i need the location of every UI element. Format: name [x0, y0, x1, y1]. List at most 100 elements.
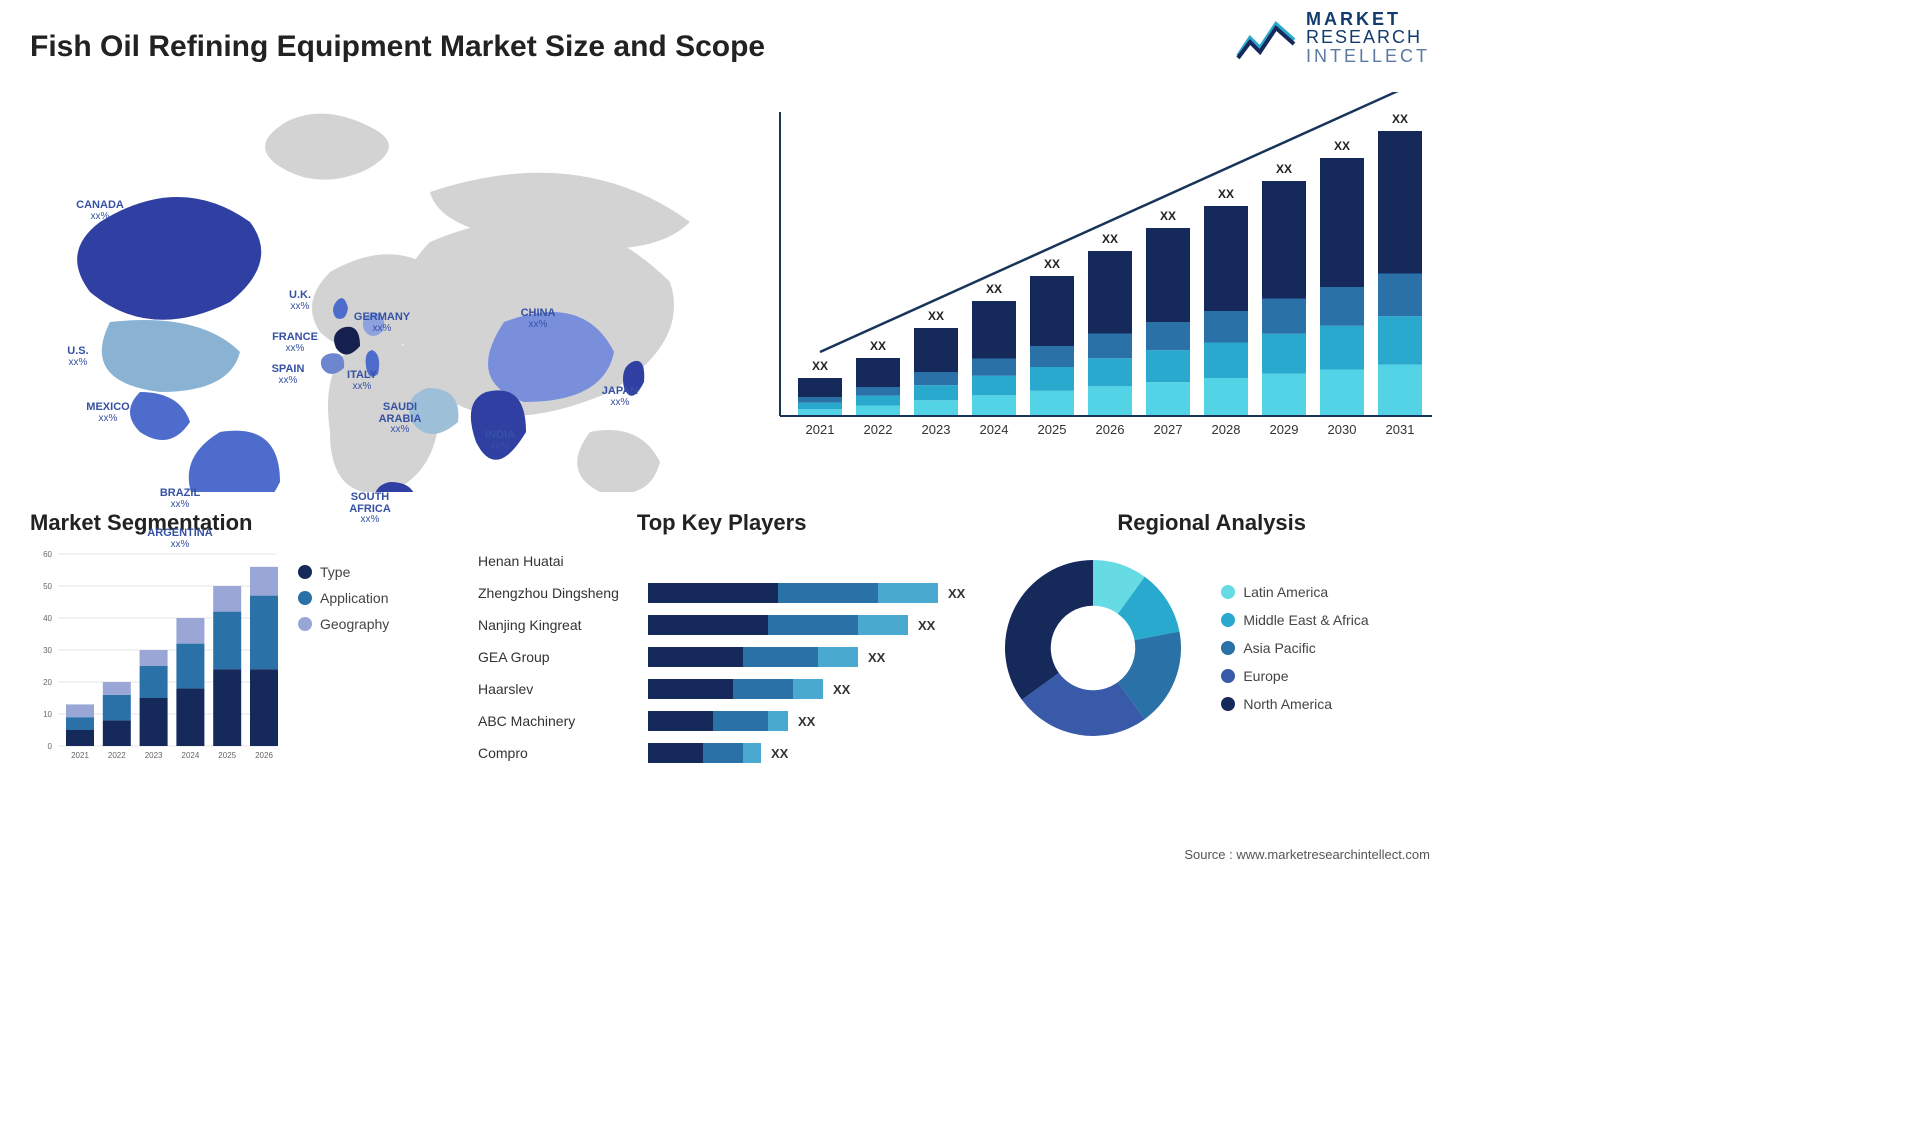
- donut-slice: [1005, 560, 1093, 700]
- forecast-year-label: 2021: [806, 422, 835, 437]
- segmentation-legend: Type Application Geography: [298, 564, 389, 632]
- forecast-bar-seg: [1204, 311, 1248, 343]
- forecast-bar-seg: [1146, 322, 1190, 350]
- seg-bar-segment: [103, 720, 131, 746]
- forecast-bar-seg: [1030, 276, 1074, 346]
- map-label: CHINAxx%: [521, 308, 556, 330]
- forecast-bar-seg: [1088, 251, 1132, 334]
- forecast-bar-seg: [1146, 382, 1190, 416]
- legend-swatch: [298, 617, 312, 631]
- legend-label: Europe: [1243, 668, 1288, 684]
- forecast-bar-seg: [1088, 358, 1132, 386]
- seg-bar-segment: [66, 717, 94, 730]
- forecast-bar-seg: [914, 385, 958, 400]
- seg-ytick: 20: [43, 678, 52, 687]
- legend-label: Middle East & Africa: [1243, 612, 1368, 628]
- forecast-bar-seg: [1320, 287, 1364, 326]
- legend-label: Asia Pacific: [1243, 640, 1315, 656]
- regional-title: Regional Analysis: [993, 510, 1430, 536]
- forecast-bar-seg: [972, 395, 1016, 416]
- seg-year-label: 2023: [145, 751, 163, 760]
- player-bar-seg: [858, 615, 908, 635]
- player-bar-seg: [793, 679, 823, 699]
- forecast-chart-svg: XX2021XX2022XX2023XX2024XX2025XX2026XX20…: [750, 92, 1450, 452]
- forecast-bar-label: XX: [1218, 187, 1234, 201]
- regional-panel: Regional Analysis Latin America Middle Ea…: [993, 510, 1430, 768]
- legend-swatch: [298, 591, 312, 605]
- player-name: Zhengzhou Dingsheng: [478, 585, 648, 601]
- bottom-row: Market Segmentation 01020304050602021202…: [30, 510, 1430, 768]
- logo-line-1: MARKET: [1306, 10, 1430, 28]
- legend-swatch: [1221, 585, 1235, 599]
- seg-legend-item: Geography: [298, 616, 389, 632]
- seg-bar-segment: [213, 612, 241, 670]
- player-name: Nanjing Kingreat: [478, 617, 648, 633]
- player-name: GEA Group: [478, 649, 648, 665]
- forecast-bar-label: XX: [1160, 209, 1176, 223]
- segmentation-chart-svg: 0102030405060202120222023202420252026: [30, 548, 280, 768]
- players-list: Henan HuataiZhengzhou DingshengXXNanjing…: [478, 548, 965, 766]
- legend-label: Type: [320, 564, 350, 580]
- forecast-year-label: 2027: [1154, 422, 1183, 437]
- regional-legend: Latin America Middle East & Africa Asia Pa…: [1221, 584, 1368, 712]
- forecast-bar-seg: [1378, 274, 1422, 317]
- forecast-bar-seg: [798, 403, 842, 409]
- forecast-bar-seg: [1378, 365, 1422, 416]
- map-label: MEXICOxx%: [86, 402, 129, 424]
- player-value: XX: [771, 746, 788, 761]
- page-root: Fish Oil Refining Equipment Market Size …: [0, 0, 1460, 872]
- forecast-bar-label: XX: [1276, 162, 1292, 176]
- forecast-bar-seg: [856, 406, 900, 416]
- region-legend-item: Asia Pacific: [1221, 640, 1368, 656]
- player-bar: [648, 583, 938, 603]
- player-bar-seg: [818, 647, 858, 667]
- forecast-bar-seg: [972, 359, 1016, 376]
- player-bar-seg: [878, 583, 938, 603]
- forecast-bar-label: XX: [1044, 257, 1060, 271]
- map-label: U.S.xx%: [67, 346, 88, 368]
- player-value: XX: [948, 586, 965, 601]
- seg-ytick: 40: [43, 614, 52, 623]
- forecast-bar-seg: [1378, 316, 1422, 364]
- seg-bar-segment: [250, 567, 278, 596]
- forecast-bar-seg: [1262, 299, 1306, 334]
- seg-year-label: 2025: [218, 751, 236, 760]
- seg-ytick: 60: [43, 550, 52, 559]
- forecast-bar-seg: [972, 376, 1016, 396]
- seg-bar-segment: [213, 586, 241, 612]
- forecast-year-label: 2024: [980, 422, 1009, 437]
- forecast-chart: XX2021XX2022XX2023XX2024XX2025XX2026XX20…: [750, 92, 1450, 452]
- player-bar-seg: [648, 743, 703, 763]
- player-value: XX: [918, 618, 935, 633]
- forecast-bar-label: XX: [870, 339, 886, 353]
- player-bar-seg: [743, 647, 818, 667]
- region-legend-item: Middle East & Africa: [1221, 612, 1368, 628]
- forecast-bar-seg: [1146, 350, 1190, 382]
- seg-bar-segment: [66, 730, 94, 746]
- seg-legend-item: Type: [298, 564, 389, 580]
- region-legend-item: Latin America: [1221, 584, 1368, 600]
- forecast-year-label: 2023: [922, 422, 951, 437]
- seg-legend-item: Application: [298, 590, 389, 606]
- player-bar-seg: [648, 615, 768, 635]
- brand-logo-icon: [1236, 16, 1296, 60]
- forecast-bar-seg: [914, 328, 958, 372]
- forecast-bar-seg: [856, 396, 900, 406]
- forecast-bar-seg: [1030, 391, 1074, 416]
- forecast-bar-seg: [972, 301, 1016, 359]
- forecast-year-label: 2028: [1212, 422, 1241, 437]
- forecast-bar-seg: [914, 400, 958, 416]
- player-bar-seg: [768, 615, 858, 635]
- forecast-year-label: 2030: [1328, 422, 1357, 437]
- map-label: SPAINxx%: [272, 364, 305, 386]
- player-row: HaarslevXX: [478, 676, 965, 702]
- forecast-bar-seg: [1088, 386, 1132, 416]
- seg-bar-segment: [250, 669, 278, 746]
- player-row: Nanjing Kingreat XX: [478, 612, 965, 638]
- forecast-bar-seg: [1204, 378, 1248, 416]
- map-label: SOUTHAFRICAxx%: [349, 492, 391, 526]
- forecast-year-label: 2029: [1270, 422, 1299, 437]
- forecast-bar-label: XX: [928, 309, 944, 323]
- legend-swatch: [1221, 641, 1235, 655]
- seg-bar-segment: [103, 695, 131, 721]
